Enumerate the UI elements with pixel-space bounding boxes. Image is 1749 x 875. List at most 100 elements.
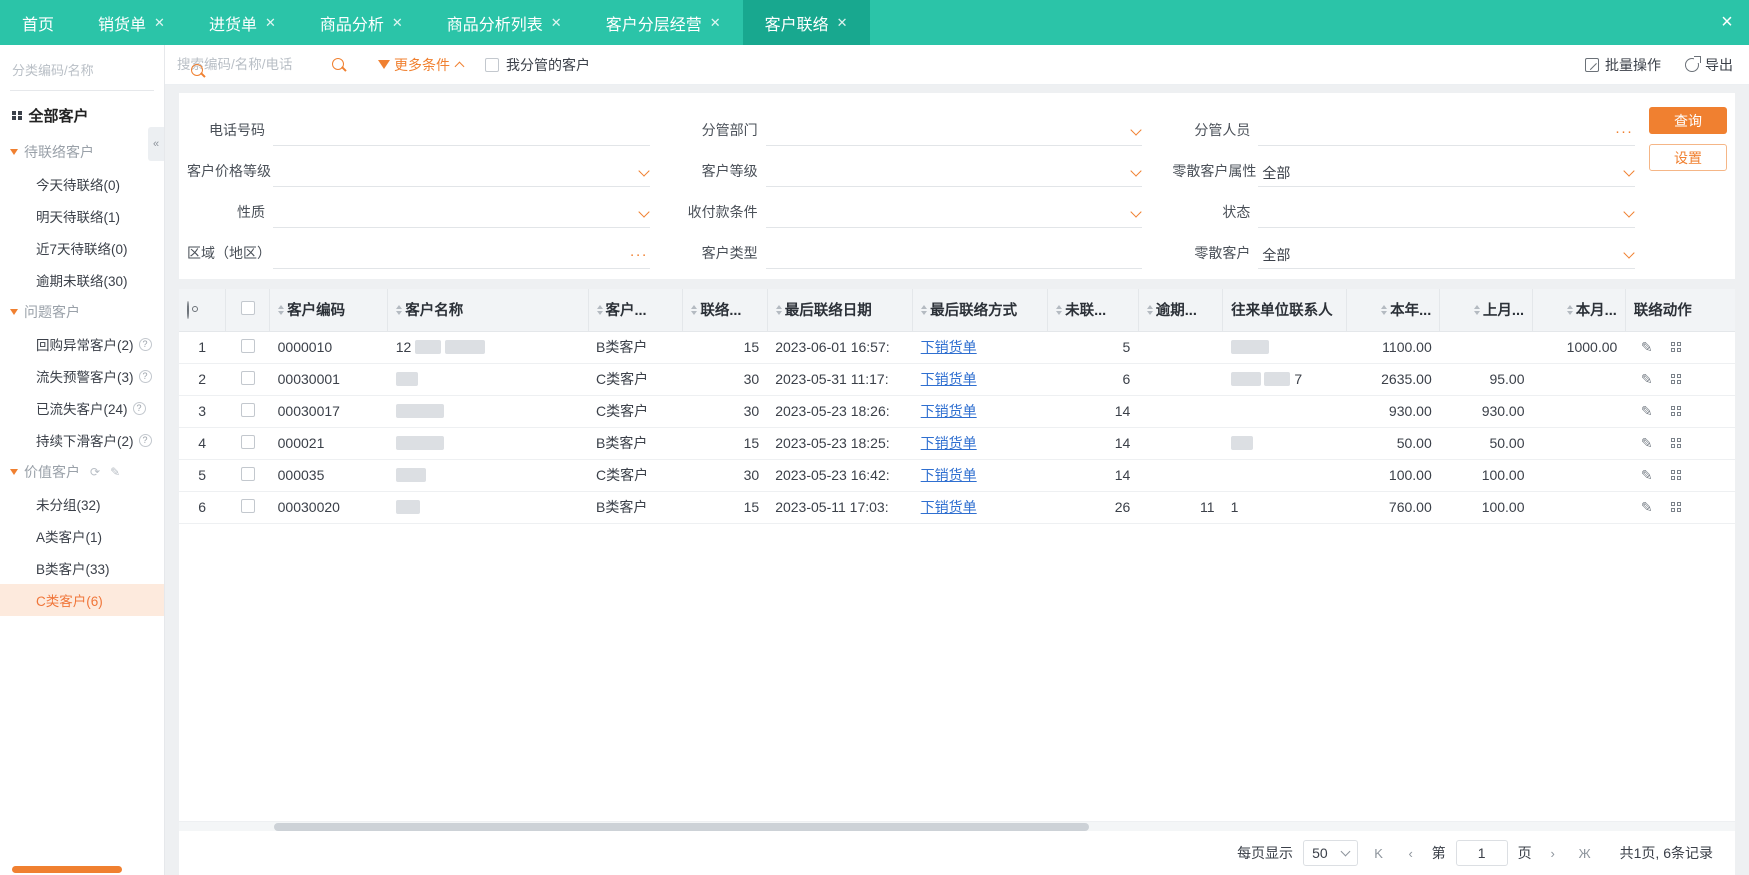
table-row[interactable]: 5 000035 C类客户 30 2023-05-23 16:42: 下销货单 14 100.… xyxy=(179,459,1735,492)
tab-customer-tiering[interactable]: 客户分层经营 ✕ xyxy=(584,0,743,45)
column-settings-header[interactable] xyxy=(179,289,226,332)
table-row[interactable]: 1 0000010 12 B类客户 15 2023-06-01 16:57: 下销货单 5 1… xyxy=(179,331,1735,364)
sidebar-collapse-button[interactable]: « xyxy=(148,127,164,161)
tab-product-analysis-list[interactable]: 商品分析列表 ✕ xyxy=(425,0,584,45)
sort-icon[interactable] xyxy=(396,304,403,315)
sales-order-link[interactable]: 下销货单 xyxy=(920,499,977,515)
prev-page-button[interactable]: ‹ xyxy=(1408,845,1413,861)
more-conditions-button[interactable]: 更多条件 xyxy=(378,55,465,75)
contact-action-icon[interactable]: ✎ xyxy=(1640,370,1653,387)
filter-select-retail-customer[interactable]: 全部 xyxy=(1258,241,1635,269)
header-last-contact-method[interactable]: 最后联络方式 xyxy=(912,289,1049,332)
search-input[interactable] xyxy=(175,56,325,73)
sidebar-group-value-customers[interactable]: 价值客户 ⟳ ✎ xyxy=(0,456,164,488)
filter-select-retail-attr[interactable]: 全部 xyxy=(1258,159,1635,187)
sales-order-link[interactable]: 下销货单 xyxy=(920,371,977,387)
sort-icon[interactable] xyxy=(596,304,603,315)
qr-actions-icon[interactable] xyxy=(1668,404,1683,419)
qr-actions-icon[interactable] xyxy=(1668,372,1683,387)
sidebar-horizontal-scrollbar[interactable] xyxy=(12,866,122,873)
first-page-button[interactable]: K xyxy=(1374,845,1383,861)
contact-action-icon[interactable]: ✎ xyxy=(1640,498,1653,515)
filter-picker-region[interactable]: ··· xyxy=(273,241,650,269)
contact-action-icon[interactable]: ✎ xyxy=(1640,466,1653,483)
filter-select-payment-terms[interactable] xyxy=(765,200,1143,228)
next-page-button[interactable]: › xyxy=(1550,845,1555,861)
filter-input-customer-type[interactable] xyxy=(765,241,1143,269)
sort-icon[interactable] xyxy=(278,304,285,315)
tab-close-icon[interactable]: ✕ xyxy=(550,15,562,30)
sidebar-item-class-b[interactable]: B类客户(33) xyxy=(0,552,164,584)
refresh-icon[interactable]: ⟳ xyxy=(90,465,101,479)
scrollbar-thumb[interactable] xyxy=(274,823,1089,831)
tab-sales-order[interactable]: 销货单 ✕ xyxy=(76,0,187,45)
sort-icon[interactable] xyxy=(921,304,928,315)
sidebar-search[interactable] xyxy=(10,51,203,91)
row-checkbox[interactable] xyxy=(225,427,270,460)
sales-order-link[interactable]: 下销货单 xyxy=(920,339,977,355)
header-last-contact-date[interactable]: 最后联络日期 xyxy=(767,289,914,332)
sales-order-link[interactable]: 下销货单 xyxy=(920,403,977,419)
table-horizontal-scrollbar[interactable] xyxy=(179,821,1735,831)
header-customer-code[interactable]: 客户编码 xyxy=(269,289,389,332)
table-row[interactable]: 4 000021 B类客户 15 2023-05-23 18:25: 下销货单 14 50.0… xyxy=(179,427,1735,460)
row-checkbox[interactable] xyxy=(225,395,270,428)
sort-icon[interactable] xyxy=(1056,304,1063,315)
row-checkbox[interactable] xyxy=(225,363,270,396)
sidebar-item-class-a[interactable]: A类客户(1) xyxy=(0,520,164,552)
sidebar-item-churned[interactable]: 已流失客户(24) ? xyxy=(0,392,164,424)
tab-close-icon[interactable]: ✕ xyxy=(154,15,165,30)
sort-icon[interactable] xyxy=(775,304,782,315)
sidebar-item-tomorrow-pending[interactable]: 明天待联络(1) xyxy=(0,200,164,232)
filter-select-customer-level[interactable] xyxy=(765,159,1143,187)
header-year-amount[interactable]: 本年... xyxy=(1346,289,1441,332)
filter-picker-staff[interactable]: ··· xyxy=(1258,118,1635,146)
checkbox-icon[interactable] xyxy=(240,370,255,385)
search-box[interactable] xyxy=(175,56,360,73)
sidebar-item-all-customers[interactable]: 全部客户 xyxy=(0,101,164,136)
sidebar-item-churn-warning[interactable]: 流失预警客户(3) ? xyxy=(0,360,164,392)
tab-close-icon[interactable]: ✕ xyxy=(264,15,276,30)
help-icon[interactable]: ? xyxy=(138,433,152,447)
settings-button[interactable]: 设置 xyxy=(1649,144,1727,171)
filter-select-status[interactable] xyxy=(1258,200,1635,228)
more-dots-icon[interactable]: ··· xyxy=(629,246,648,263)
sort-icon[interactable] xyxy=(1146,304,1153,315)
qr-actions-icon[interactable] xyxy=(1668,500,1683,515)
sort-icon[interactable] xyxy=(1381,304,1388,315)
table-row[interactable]: 3 00030017 C类客户 30 2023-05-23 18:26: 下销货单 14 93… xyxy=(179,395,1735,428)
contact-action-icon[interactable]: ✎ xyxy=(1640,402,1653,419)
qr-actions-icon[interactable] xyxy=(1668,468,1683,483)
tab-customer-contact[interactable]: 客户联络 ✕ xyxy=(742,0,870,45)
filter-select-price-level[interactable] xyxy=(273,159,650,187)
header-days-no-contact[interactable]: 未联... xyxy=(1047,289,1139,332)
sidebar-search-input[interactable] xyxy=(10,62,190,79)
header-customer-name[interactable]: 客户名称 xyxy=(387,289,589,332)
row-checkbox[interactable] xyxy=(225,491,270,524)
filter-input-phone[interactable] xyxy=(273,118,650,146)
filter-select-nature[interactable] xyxy=(273,200,650,228)
sidebar-item-declining[interactable]: 持续下滑客户(2) ? xyxy=(0,424,164,456)
header-last-month-amount[interactable]: 上月... xyxy=(1439,289,1534,332)
tab-purchase-order[interactable]: 进货单 ✕ xyxy=(187,0,298,45)
sidebar-item-overdue-nocontact[interactable]: 逾期未联络(30) xyxy=(0,264,164,296)
sidebar-item-ungrouped[interactable]: 未分组(32) xyxy=(0,488,164,520)
sidebar-item-class-c[interactable]: C类客户(6) xyxy=(0,584,164,616)
qr-actions-icon[interactable] xyxy=(1668,436,1683,451)
row-checkbox[interactable] xyxy=(225,331,270,364)
query-button[interactable]: 查询 xyxy=(1649,107,1727,134)
my-customers-checkbox[interactable]: 我分管的客户 xyxy=(485,55,590,75)
window-close-icon[interactable]: × xyxy=(1721,11,1733,33)
sidebar-group-problem-customers[interactable]: 问题客户 xyxy=(0,296,164,328)
sort-icon[interactable] xyxy=(1473,304,1480,315)
sidebar-item-today-pending[interactable]: 今天待联络(0) xyxy=(0,168,164,200)
sales-order-link[interactable]: 下销货单 xyxy=(920,435,977,451)
sales-order-link[interactable]: 下销货单 xyxy=(920,467,977,483)
header-this-month-amount[interactable]: 本月... xyxy=(1532,289,1626,332)
sort-icon[interactable] xyxy=(691,304,698,315)
last-page-button[interactable]: Ж xyxy=(1578,845,1591,861)
tab-home[interactable]: 首页 xyxy=(0,0,76,45)
sort-icon[interactable] xyxy=(1566,304,1573,315)
checkbox-icon[interactable] xyxy=(240,466,255,481)
